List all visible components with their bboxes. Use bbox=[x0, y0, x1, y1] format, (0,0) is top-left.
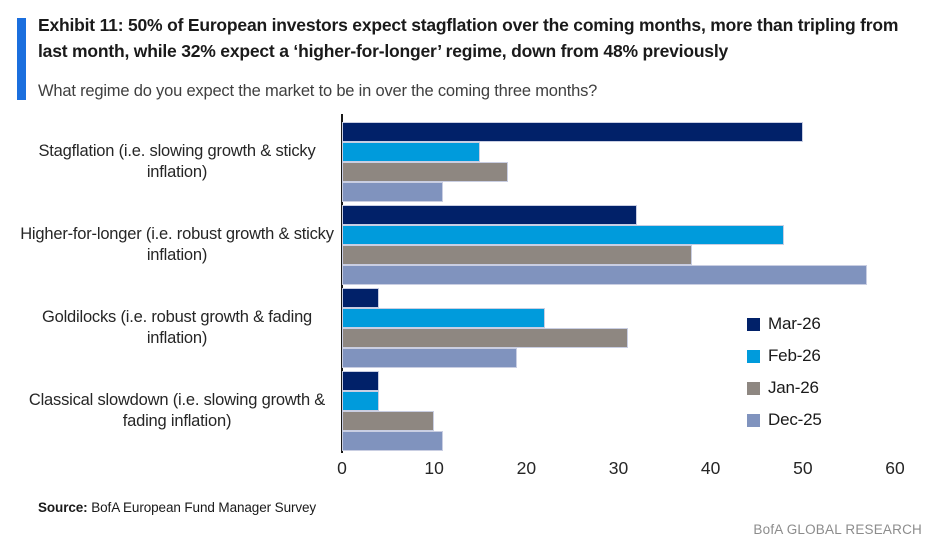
legend-label: Mar-26 bbox=[768, 314, 821, 333]
exhibit-title: Exhibit 11: 50% of European investors ex… bbox=[38, 15, 899, 61]
bar-jan-26-group3 bbox=[342, 328, 628, 348]
legend-item-jan-26: Jan-26 bbox=[747, 372, 822, 404]
category-label: Goldilocks (i.e. robust growth & fading … bbox=[41, 308, 313, 347]
x-tick-label: 30 bbox=[608, 458, 629, 478]
legend-swatch-icon bbox=[747, 317, 760, 331]
bar-feb-26-group4 bbox=[342, 391, 379, 411]
legend-item-dec-25: Dec-25 bbox=[747, 404, 822, 436]
x-tick-label: 10 bbox=[424, 458, 444, 478]
source-note: Source: BofA European Fund Manager Surve… bbox=[38, 500, 316, 515]
title-accent-bar bbox=[17, 18, 26, 100]
bar-feb-26-group1 bbox=[342, 142, 480, 162]
category-label: Classical slowdown (i.e. slowing growth … bbox=[28, 391, 326, 430]
bar-mar-26-group1 bbox=[342, 122, 803, 142]
x-tick-label: 20 bbox=[516, 458, 537, 478]
bar-dec-25-group2 bbox=[342, 265, 867, 285]
bar-mar-26-group2 bbox=[342, 205, 637, 225]
bar-jan-26-group1 bbox=[342, 162, 508, 182]
x-tick-label: 0 bbox=[337, 458, 347, 478]
legend-label: Feb-26 bbox=[768, 346, 821, 365]
legend-swatch-icon bbox=[747, 381, 760, 395]
bar-mar-26-group4 bbox=[342, 371, 379, 391]
legend-swatch-icon bbox=[747, 349, 760, 363]
chart-question-subtitle: What regime do you expect the market to … bbox=[38, 82, 598, 100]
legend-swatch-icon bbox=[747, 413, 760, 427]
x-tick-label: 50 bbox=[793, 458, 813, 478]
x-tick-label: 40 bbox=[700, 458, 721, 478]
bar-mar-26-group3 bbox=[342, 288, 379, 308]
bar-chart: Stagflation (i.e. slowing growth & stick… bbox=[0, 110, 950, 490]
bar-feb-26-group3 bbox=[342, 308, 545, 328]
brand-footer: BofA GLOBAL RESEARCH bbox=[753, 522, 922, 537]
legend-label: Jan-26 bbox=[768, 378, 819, 397]
bar-jan-26-group4 bbox=[342, 411, 434, 431]
category-label: Stagflation (i.e. slowing growth & stick… bbox=[38, 142, 316, 181]
source-text: BofA European Fund Manager Survey bbox=[91, 500, 317, 515]
legend-item-feb-26: Feb-26 bbox=[747, 340, 822, 372]
x-tick-label: 60 bbox=[885, 458, 905, 478]
bar-dec-25-group4 bbox=[342, 431, 443, 451]
bar-jan-26-group2 bbox=[342, 245, 692, 265]
source-label: Source: bbox=[38, 500, 88, 515]
legend-label: Dec-25 bbox=[768, 410, 822, 429]
legend-item-mar-26: Mar-26 bbox=[747, 308, 822, 340]
category-label: Higher-for-longer (i.e. robust growth & … bbox=[20, 225, 334, 264]
bar-dec-25-group3 bbox=[342, 348, 517, 368]
bar-dec-25-group1 bbox=[342, 182, 443, 202]
bar-feb-26-group2 bbox=[342, 225, 784, 245]
chart-legend: Mar-26 Feb-26 Jan-26 Dec-25 bbox=[747, 308, 822, 436]
